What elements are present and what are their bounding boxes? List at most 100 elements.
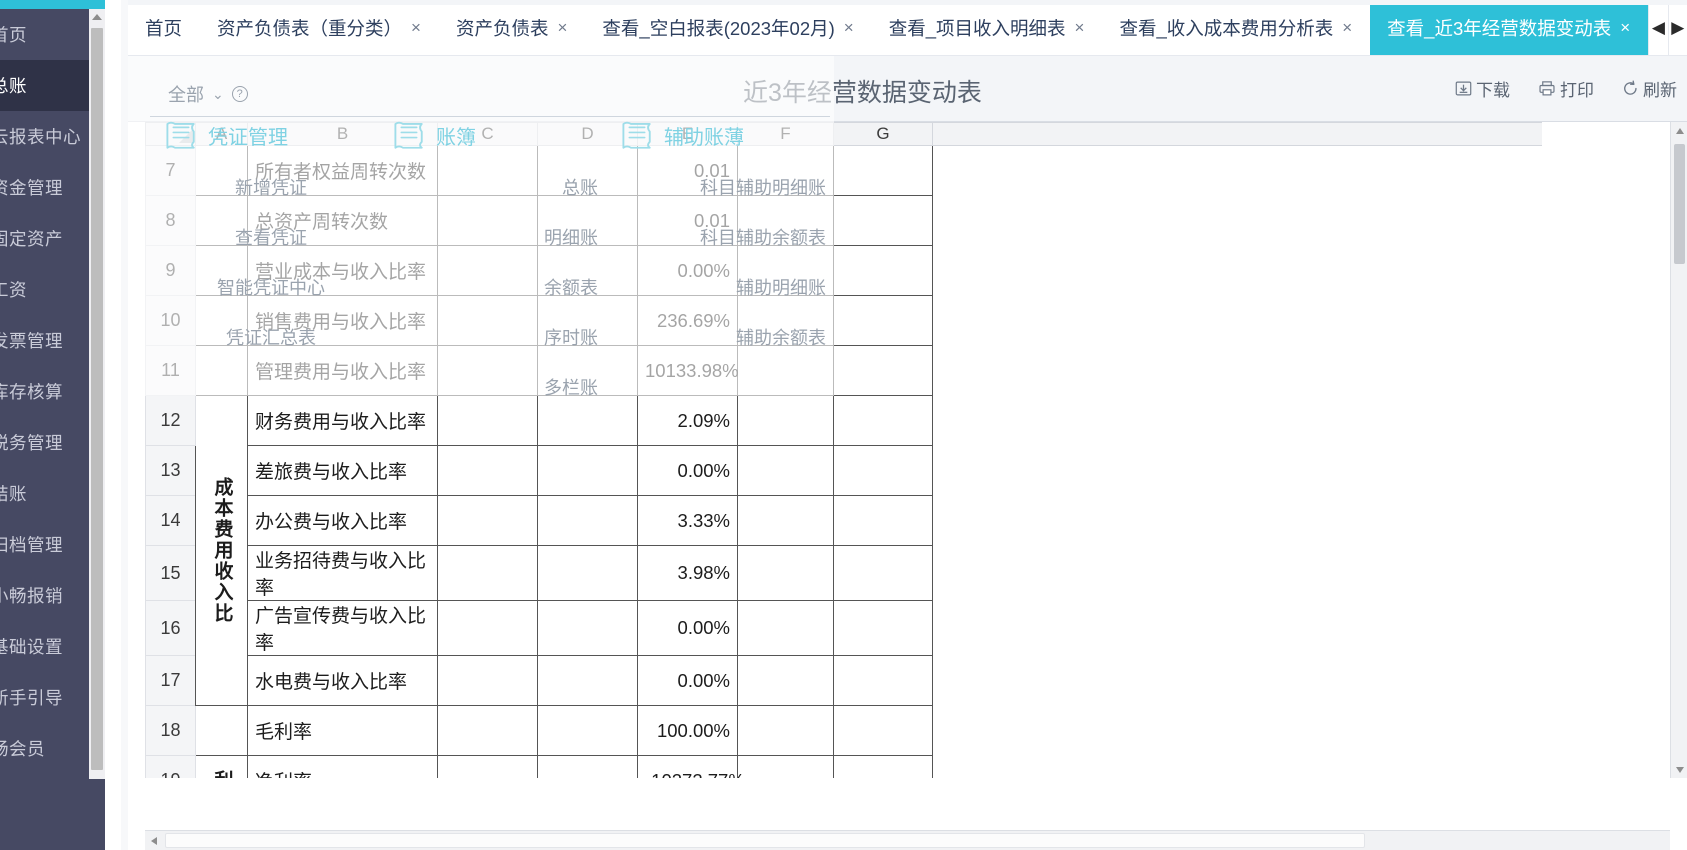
cell-c[interactable] — [437, 295, 538, 346]
close-icon[interactable]: × — [1620, 18, 1631, 37]
tab-3[interactable]: 查看_空白报表(2023年02月) × — [585, 0, 871, 55]
cell-c[interactable] — [437, 755, 538, 778]
cell-e[interactable]: 100.00% — [637, 705, 738, 756]
table-row[interactable]: 12 成本费用收入比 财务费用与收入比率 2.09% — [145, 395, 1542, 706]
row-number[interactable]: 19 — [145, 755, 196, 778]
cell-a[interactable] — [195, 705, 248, 756]
cell-c[interactable] — [437, 705, 538, 756]
table-row[interactable]: 15 业务招待费与收入比率 3.98% — [145, 545, 1542, 601]
sheet-column-header[interactable]: D — [537, 122, 638, 146]
cell-b[interactable]: 水电费与收入比率 — [247, 655, 438, 706]
cell-d[interactable] — [537, 445, 638, 496]
cell-d[interactable] — [537, 395, 638, 446]
sheet-vertical-scrollbar[interactable] — [1670, 122, 1687, 778]
cell-e[interactable]: 2.09% — [637, 395, 738, 446]
row-number[interactable]: 18 — [145, 705, 196, 756]
sheet-corner-cell[interactable] — [145, 122, 196, 146]
scroll-up-button[interactable] — [1671, 122, 1687, 139]
cell-blank-area[interactable] — [932, 600, 1542, 656]
cell-d[interactable] — [537, 145, 638, 196]
cell-b[interactable]: 销售费用与收入比率 — [247, 295, 438, 346]
cell-f[interactable] — [737, 145, 834, 196]
tab-2[interactable]: 资产负债表 × — [439, 0, 585, 55]
sidebar-item-7[interactable]: 库存核算 — [0, 366, 105, 417]
cell-e[interactable]: 0.01 — [637, 195, 738, 246]
table-row[interactable]: 10 销售费用与收入比率 236.69% — [145, 295, 1542, 346]
cell-a[interactable]: 成本费用收入比 — [195, 395, 248, 706]
cell-d[interactable] — [537, 600, 638, 656]
table-row[interactable]: 11 管理费用与收入比率 10133.98% — [145, 345, 1542, 396]
cell-c[interactable] — [437, 445, 538, 496]
cell-b[interactable]: 差旅费与收入比率 — [247, 445, 438, 496]
cell-f[interactable] — [737, 600, 834, 656]
table-row[interactable]: 17 水电费与收入比率 0.00% — [145, 655, 1542, 706]
row-number[interactable]: 11 — [145, 345, 196, 396]
row-number[interactable]: 14 — [145, 495, 196, 546]
cell-a[interactable] — [195, 195, 248, 246]
cell-g[interactable] — [833, 755, 933, 778]
cell-g[interactable] — [833, 295, 933, 346]
sidebar-item-14[interactable]: 畅会员 — [0, 723, 105, 774]
tab-1[interactable]: 资产负债表（重分类） × — [200, 0, 439, 55]
cell-blank-area[interactable] — [932, 495, 1542, 546]
sidebar-item-9[interactable]: 结账 — [0, 468, 105, 519]
cell-f[interactable] — [737, 755, 834, 778]
tab-6[interactable]: 查看_近3年经营数据变动表 × — [1370, 0, 1649, 55]
row-number[interactable]: 9 — [145, 245, 196, 296]
cell-g[interactable] — [833, 600, 933, 656]
table-row[interactable]: 8 总资产周转次数 0.01 — [145, 195, 1542, 246]
scroll-left-button[interactable] — [145, 831, 162, 850]
cell-f[interactable] — [737, 495, 834, 546]
cell-f[interactable] — [737, 395, 834, 446]
table-row[interactable]: 18 毛利率 100.00% — [145, 705, 1542, 756]
cell-b[interactable]: 管理费用与收入比率 — [247, 345, 438, 396]
cell-blank-area[interactable] — [932, 755, 1542, 778]
cell-blank-area[interactable] — [932, 245, 1542, 296]
tab-4[interactable]: 查看_项目收入明细表 × — [872, 0, 1103, 55]
cell-e[interactable]: 3.98% — [637, 545, 738, 601]
close-icon[interactable]: × — [557, 18, 568, 37]
cell-e[interactable]: 3.33% — [637, 495, 738, 546]
cell-blank-area[interactable] — [932, 345, 1542, 396]
cell-a[interactable]: 利 — [195, 755, 248, 778]
cell-f[interactable] — [737, 295, 834, 346]
cell-b[interactable]: 办公费与收入比率 — [247, 495, 438, 546]
cell-c[interactable] — [437, 495, 538, 546]
cell-g[interactable] — [833, 195, 933, 246]
cell-f[interactable] — [737, 345, 834, 396]
cell-b[interactable]: 业务招待费与收入比率 — [247, 545, 438, 601]
cell-b[interactable]: 总资产周转次数 — [247, 195, 438, 246]
row-number[interactable]: 12 — [145, 395, 196, 446]
cell-b[interactable]: 净利率 — [247, 755, 438, 778]
cell-c[interactable] — [437, 345, 538, 396]
vertical-scrollbar-thumb[interactable] — [1674, 144, 1685, 264]
close-icon[interactable]: × — [1342, 18, 1353, 37]
cell-f[interactable] — [737, 445, 834, 496]
cell-e[interactable]: 0.00% — [637, 655, 738, 706]
cell-blank-area[interactable] — [932, 395, 1542, 446]
cell-g[interactable] — [833, 655, 933, 706]
cell-blank-area[interactable] — [932, 705, 1542, 756]
cell-b[interactable]: 广告宣传费与收入比率 — [247, 600, 438, 656]
cell-c[interactable] — [437, 655, 538, 706]
cell-d[interactable] — [537, 245, 638, 296]
cell-b[interactable]: 所有者权益周转次数 — [247, 145, 438, 196]
table-row[interactable]: 7 所有者权益周转次数 0.01 — [145, 145, 1542, 196]
cell-a[interactable] — [195, 145, 248, 196]
cell-f[interactable] — [737, 545, 834, 601]
cell-a[interactable] — [195, 295, 248, 346]
sidebar-item-2[interactable]: 云报表中心 — [0, 111, 105, 162]
cell-e[interactable]: 0.00% — [637, 600, 738, 656]
cell-g[interactable] — [833, 345, 933, 396]
cell-g[interactable] — [833, 395, 933, 446]
sidebar-item-3[interactable]: 资金管理 — [0, 162, 105, 213]
cell-e[interactable]: 236.69% — [637, 295, 738, 346]
sheet-column-header[interactable]: B — [247, 122, 438, 146]
close-icon[interactable]: × — [843, 18, 854, 37]
table-row[interactable]: 9 营业成本与收入比率 0.00% — [145, 245, 1542, 296]
cell-d[interactable] — [537, 295, 638, 346]
table-row[interactable]: 14 办公费与收入比率 3.33% — [145, 495, 1542, 546]
print-button[interactable]: 打印 — [1538, 76, 1594, 101]
table-row[interactable]: 16 广告宣传费与收入比率 0.00% — [145, 600, 1542, 656]
cell-d[interactable] — [537, 705, 638, 756]
